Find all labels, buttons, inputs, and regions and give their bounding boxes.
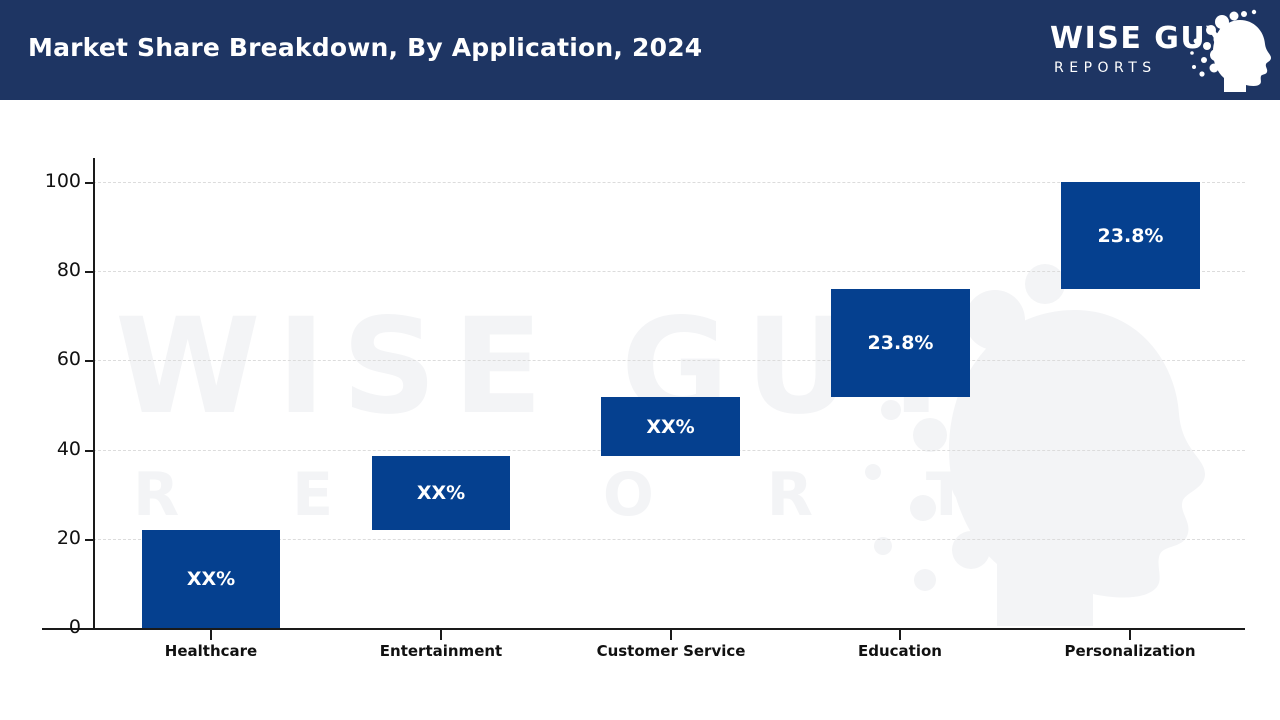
x-tick-customer-service [670,630,672,640]
plot-area: WISE GUY R E P O R T S [0,100,1280,720]
gridline-80 [93,271,1245,272]
y-tick-100 [85,182,94,184]
x-axis-label-customer-service: Customer Service [596,642,746,660]
y-axis-line [93,158,95,628]
y-tick-label-0: 0 [68,616,81,638]
bar-label-entertainment: XX% [416,482,466,504]
y-tick-40 [85,450,94,452]
y-tick-label-20: 20 [56,527,81,549]
bar-personalization[interactable]: 23.8% [1061,182,1200,289]
svg-text:WISE GUY: WISE GUY [1050,21,1230,56]
gridline-20 [93,539,1245,540]
bar-education[interactable]: 23.8% [831,289,970,397]
bar-label-education: 23.8% [867,332,934,354]
page-title: Market Share Breakdown, By Application, … [28,33,703,62]
bar-label-personalization: 23.8% [1097,224,1164,247]
x-tick-entertainment [440,630,442,640]
x-tick-education [899,630,901,640]
wise-guy-reports-logo: WISE GUY REPORTS [1044,8,1274,92]
y-tick-60 [85,360,94,362]
bar-customer-service[interactable]: XX% [601,397,740,456]
gridline-60 [93,360,1245,361]
x-axis-label-education: Education [858,642,942,660]
watermark-head-icon [842,258,1205,626]
y-tick-label-40: 40 [56,438,81,460]
bar-label-healthcare: XX% [186,568,236,590]
gridline-100 [93,182,1245,183]
y-tick-80 [85,271,94,273]
chart-canvas: WISE GUY R E P O R T S [0,100,1280,720]
bar-entertainment[interactable]: XX% [372,456,510,530]
y-tick-0 [85,628,94,630]
x-tick-personalization [1129,630,1131,640]
bar-healthcare[interactable]: XX% [142,530,280,628]
x-axis-label-personalization: Personalization [1064,642,1196,660]
watermark-line-2: R E P O R T S [133,460,1169,530]
bar-label-customer-service: XX% [646,415,695,438]
x-axis-label-entertainment: Entertainment [379,642,503,660]
y-tick-label-60: 60 [56,348,81,370]
y-tick-label-100: 100 [44,170,81,192]
x-tick-healthcare [210,630,212,640]
y-tick-20 [85,539,94,541]
x-axis-label-healthcare: Healthcare [164,642,258,660]
y-tick-label-80: 80 [56,259,81,281]
x-axis-line [42,628,1245,630]
page-header: Market Share Breakdown, By Application, … [0,0,1280,100]
svg-text:REPORTS: REPORTS [1054,60,1157,76]
